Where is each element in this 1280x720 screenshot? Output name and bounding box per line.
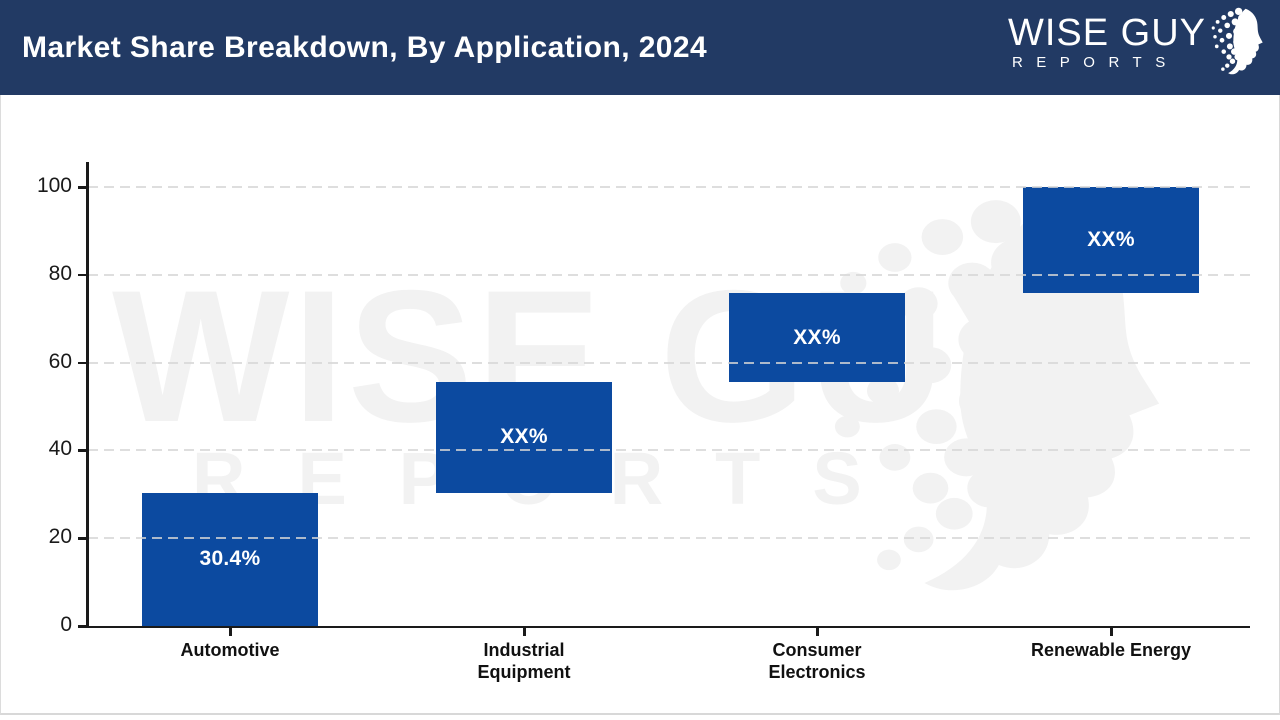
x-axis-line [86, 625, 1250, 628]
header-bar: Market Share Breakdown, By Application, … [0, 0, 1280, 95]
x-tick-mark [1110, 628, 1113, 636]
x-tick-mark [816, 628, 819, 636]
bar-value-label: XX% [793, 325, 841, 349]
y-tick-mark [78, 273, 87, 277]
x-category-label: Automotive [180, 640, 280, 660]
bar-consumer-electronics: XX% [729, 292, 905, 383]
y-tick-mark [78, 537, 87, 540]
bar-value-label: XX% [1087, 227, 1135, 251]
x-category-label: Consumer Electronics [768, 640, 866, 682]
bar-automotive: 30.4% [142, 492, 318, 626]
y-tick-label: 100 [36, 174, 72, 197]
y-tick-mark [78, 449, 87, 452]
bar-value-label: 30.4% [199, 547, 261, 571]
y-tick-mark [78, 625, 87, 628]
y-tick-label: 20 [48, 525, 72, 549]
bar-renewable-energy: XX% [1023, 187, 1199, 293]
y-tick-mark [78, 186, 87, 189]
logo-face-icon [1211, 7, 1263, 75]
logo-subtext: REPORTS [1011, 54, 1179, 71]
gridline-40 [88, 449, 1250, 452]
x-category-label: Industrial Equipment [477, 640, 571, 682]
bar-value-label: XX% [500, 425, 548, 449]
gridline-60 [88, 361, 1250, 364]
gridline-100 [88, 186, 1250, 188]
gridline-20 [88, 537, 1250, 540]
logo-text: WISE GUY REPORTS [1008, 13, 1206, 71]
gridline-80 [88, 273, 1250, 276]
logo-wordmark: WISE GUY [1007, 12, 1206, 54]
x-tick-mark [523, 628, 526, 636]
y-tick-label: 40 [48, 437, 72, 461]
x-category-label: Renewable Energy [1030, 640, 1192, 660]
y-tick-mark [78, 361, 87, 365]
y-tick-label: 80 [48, 261, 72, 285]
chart-title: Market Share Breakdown, By Application, … [22, 30, 708, 64]
x-tick-mark [229, 628, 232, 636]
wise-guy-logo: WISE GUY REPORTS [1008, 6, 1264, 78]
bar-industrial-equipment: XX% [436, 382, 612, 493]
y-axis-line [86, 162, 89, 628]
y-tick-label: 0 [60, 613, 72, 636]
y-tick-label: 60 [48, 349, 72, 373]
